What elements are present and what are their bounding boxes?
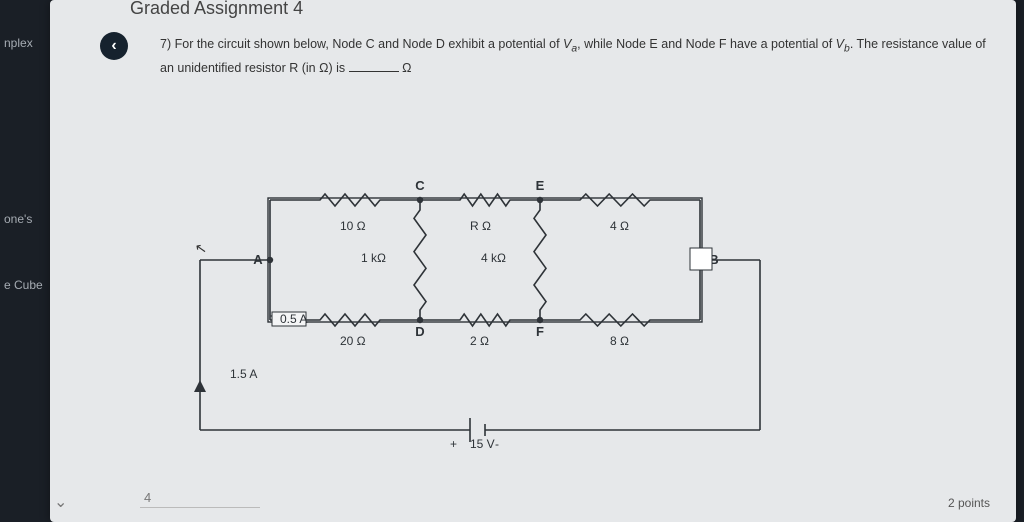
svg-text:1.5 A: 1.5 A: [230, 367, 257, 381]
svg-text:0.5 A: 0.5 A: [280, 312, 307, 326]
svg-text:8 Ω: 8 Ω: [610, 334, 629, 348]
question-text: 7) For the circuit shown below, Node C a…: [160, 34, 996, 78]
svg-text:20 Ω: 20 Ω: [340, 334, 366, 348]
svg-text:+: +: [450, 437, 457, 451]
assignment-page: Graded Assignment 4 ‹ 7) For the circuit…: [50, 0, 1016, 522]
question-part: For the circuit shown below, Node C and …: [175, 37, 563, 51]
svg-text:C: C: [415, 178, 425, 193]
svg-text:E: E: [536, 178, 545, 193]
svg-text:4 Ω: 4 Ω: [610, 219, 629, 233]
question-unit: Ω: [402, 61, 411, 75]
svg-text:D: D: [415, 324, 424, 339]
circuit-diagram: ↖ ABCDEF10 Ω20 ΩR Ω2 Ω4 Ω8 Ω1 kΩ4 kΩ0.5 …: [140, 140, 840, 470]
svg-text:15 V: 15 V: [470, 437, 495, 451]
prev-question-button[interactable]: ‹: [100, 32, 128, 60]
svg-text:-: -: [495, 437, 499, 451]
left-rail: nplex one's e Cube: [0, 0, 50, 522]
answer-input[interactable]: 4: [140, 488, 260, 508]
answer-blank: [349, 61, 399, 72]
svg-text:4 kΩ: 4 kΩ: [481, 251, 506, 265]
question-number: 7): [160, 37, 171, 51]
question-part: , while Node E and Node F have a potenti…: [577, 37, 836, 51]
rail-item[interactable]: nplex: [0, 30, 50, 56]
page-title: Graded Assignment 4: [50, 0, 303, 19]
rail-item[interactable]: e Cube: [0, 272, 50, 298]
svg-text:1 kΩ: 1 kΩ: [361, 251, 386, 265]
svg-text:2 Ω: 2 Ω: [470, 334, 489, 348]
rail-item[interactable]: one's: [0, 206, 50, 232]
expand-icon[interactable]: ⌄: [54, 492, 67, 512]
points-label: 2 points: [948, 496, 990, 510]
svg-text:R Ω: R Ω: [470, 219, 491, 233]
svg-text:F: F: [536, 324, 544, 339]
svg-text:10 Ω: 10 Ω: [340, 219, 366, 233]
svg-text:A: A: [253, 252, 263, 267]
